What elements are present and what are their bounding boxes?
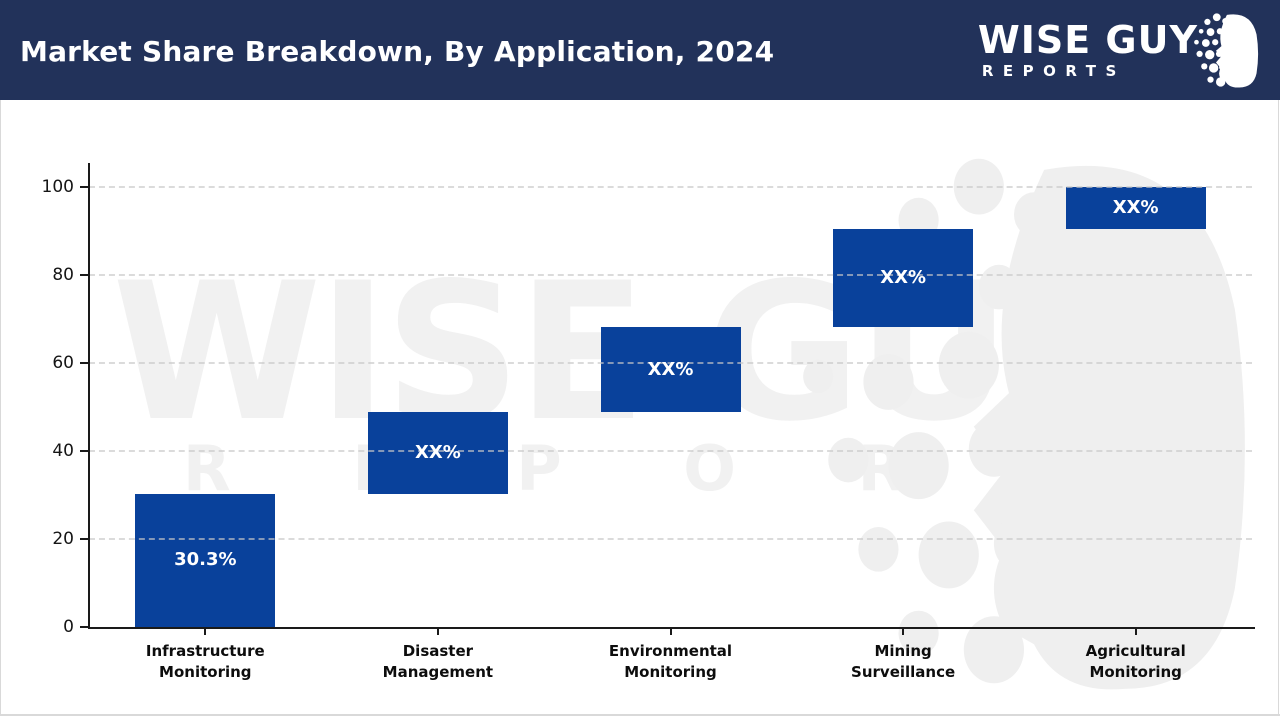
bar-value-label: XX%	[1112, 196, 1159, 218]
y-tick-label: 20	[52, 529, 74, 549]
y-tick-label: 80	[52, 265, 74, 285]
x-tick-mark	[1134, 628, 1137, 635]
gridline	[89, 274, 1252, 276]
y-axis-line	[88, 163, 90, 629]
y-tick-mark	[80, 274, 88, 276]
header-bar: Market Share Breakdown, By Application, …	[0, 0, 1280, 100]
category-label-line: Agricultural	[1085, 642, 1186, 660]
y-tick-mark	[80, 362, 88, 364]
bar-segment	[367, 411, 508, 494]
x-tick-mark	[436, 628, 439, 635]
page-border-right	[1278, 100, 1279, 716]
y-tick-label: 0	[63, 617, 74, 637]
y-tick-label: 100	[41, 177, 74, 197]
category-label-line: Monitoring	[159, 663, 252, 681]
y-tick-mark	[80, 626, 88, 628]
category-label-line: Monitoring	[1089, 663, 1182, 681]
y-tick-mark	[80, 186, 88, 188]
bar-segment	[600, 327, 741, 412]
y-tick-label: 60	[52, 353, 74, 373]
bar-value-label: XX%	[414, 441, 461, 463]
gridline	[89, 362, 1252, 364]
category-label: Environmental Monitoring	[551, 641, 791, 683]
wiseguy-logo: WISE GUY REPORTS	[978, 6, 1262, 94]
gridline	[89, 186, 1252, 188]
category-label: Agricultural Monitoring	[1016, 641, 1256, 683]
category-label-line: Surveillance	[851, 663, 956, 681]
x-tick-mark	[669, 628, 672, 635]
category-label: Disaster Management	[318, 641, 558, 683]
category-label-line: Mining	[874, 642, 932, 660]
x-tick-mark	[204, 628, 207, 635]
bar-segment	[833, 228, 974, 328]
logo-sub-text: REPORTS	[981, 61, 1126, 80]
bar-segment	[135, 493, 276, 627]
x-axis-line	[88, 627, 1255, 629]
bar-segment	[1065, 187, 1206, 229]
gridline	[89, 450, 1252, 452]
category-label: Mining Surveillance	[783, 641, 1023, 683]
category-label-line: Disaster	[402, 642, 474, 660]
page-border-bottom	[0, 714, 1280, 716]
page-title: Market Share Breakdown, By Application, …	[20, 34, 775, 68]
bar-value-label: XX%	[880, 267, 926, 289]
wiseguy-logo-text: WISE GUY REPORTS	[978, 21, 1198, 80]
y-tick-label: 40	[52, 441, 74, 461]
category-label-line: Monitoring	[624, 663, 717, 681]
bar-value-label: XX%	[647, 358, 694, 380]
chart-area: WISE GUY R E P O R T S 0 20 40 60 80 100 30.3%…	[0, 100, 1280, 720]
bar-value-label: 30.3%	[174, 549, 237, 571]
gridline	[89, 538, 1252, 540]
category-label: Infrastructure Monitoring	[85, 641, 325, 683]
page-border-left	[0, 100, 1, 716]
category-label-line: Infrastructure	[145, 642, 265, 660]
wiseguy-face-icon	[1194, 13, 1259, 88]
y-tick-mark	[80, 538, 88, 540]
x-tick-mark	[902, 628, 905, 635]
logo-brand-text: WISE GUY	[977, 17, 1198, 62]
category-label-line: Management	[382, 663, 494, 681]
category-label-line: Environmental	[608, 642, 733, 660]
y-tick-mark	[80, 450, 88, 452]
